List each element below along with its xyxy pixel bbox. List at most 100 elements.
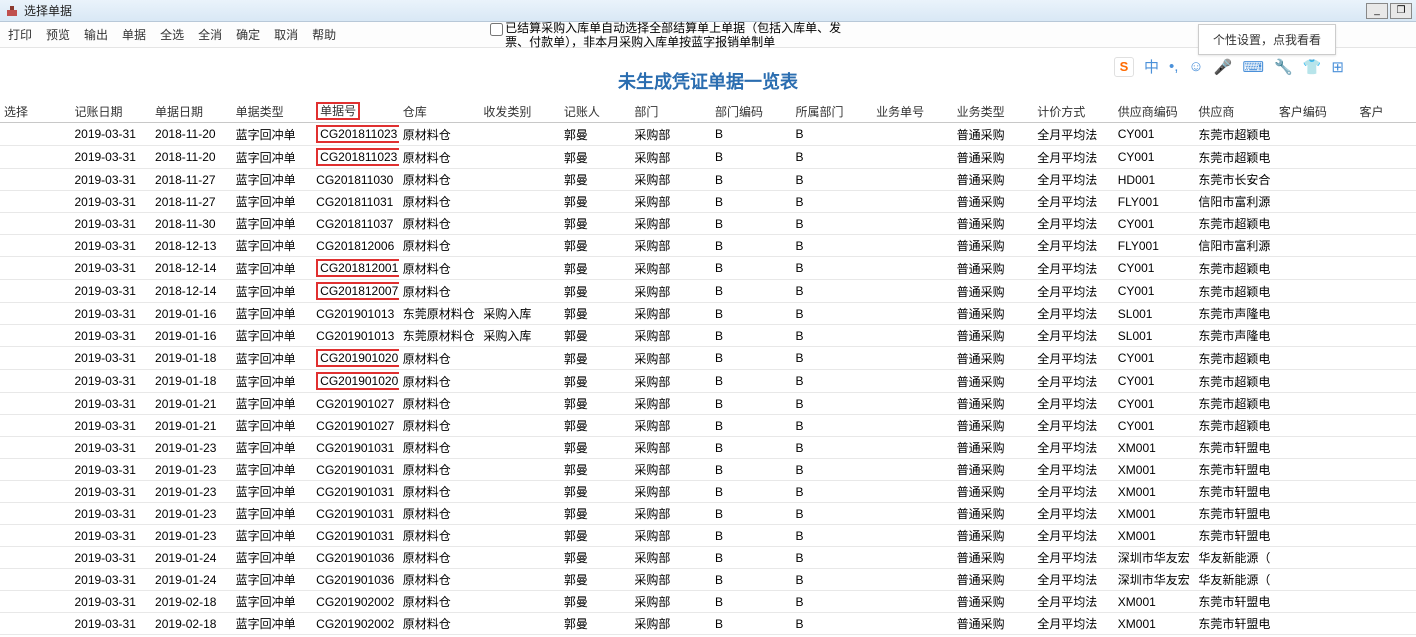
ime-icon[interactable]: ☺ — [1188, 58, 1203, 75]
cell: 郭曼 — [560, 437, 630, 459]
col-1[interactable]: 记账日期 — [70, 100, 151, 123]
cell: 采购部 — [630, 213, 711, 235]
table-row[interactable]: 2019-03-312019-01-24蓝字回冲单CG201901036原材料仓… — [0, 569, 1416, 591]
table-row[interactable]: 2019-03-312019-01-18蓝字回冲单CG201901020原材料仓… — [0, 347, 1416, 370]
toolbar-全选[interactable]: 全选 — [160, 26, 184, 43]
cell: 采购部 — [630, 591, 711, 613]
table-row[interactable]: 2019-03-312019-01-24蓝字回冲单CG201901036原材料仓… — [0, 547, 1416, 569]
cell: 蓝字回冲单 — [232, 146, 313, 169]
cell: 郭曼 — [560, 459, 630, 481]
cell: 2019-03-31 — [70, 481, 151, 503]
table-row[interactable]: 2019-03-312018-11-27蓝字回冲单CG201811030原材料仓… — [0, 169, 1416, 191]
cell: CG201901031 — [312, 481, 399, 503]
col-8[interactable]: 部门 — [630, 100, 711, 123]
sogou-icon[interactable]: S — [1114, 57, 1134, 77]
cell — [1275, 569, 1356, 591]
restore-button[interactable]: ❐ — [1390, 3, 1412, 19]
table-row[interactable]: 2019-03-312019-01-23蓝字回冲单CG201901031原材料仓… — [0, 481, 1416, 503]
cell: 蓝字回冲单 — [232, 303, 313, 325]
cell: 普通采购 — [953, 459, 1034, 481]
cell — [872, 347, 953, 370]
cell: B — [711, 591, 792, 613]
table-row[interactable]: 2019-03-312019-01-23蓝字回冲单CG201901031原材料仓… — [0, 503, 1416, 525]
ime-icon[interactable]: 🔧 — [1274, 58, 1293, 76]
col-11[interactable]: 业务单号 — [872, 100, 953, 123]
cell — [1355, 370, 1416, 393]
table-row[interactable]: 2019-03-312019-01-16蓝字回冲单CG201901013东莞原材… — [0, 325, 1416, 347]
table-row[interactable]: 2019-03-312019-01-21蓝字回冲单CG201901027原材料仓… — [0, 393, 1416, 415]
col-13[interactable]: 计价方式 — [1033, 100, 1114, 123]
table-row[interactable]: 2019-03-312019-01-18蓝字回冲单CG201901020原材料仓… — [0, 370, 1416, 393]
cell — [0, 459, 70, 481]
cell: 全月平均法 — [1033, 191, 1114, 213]
cell — [1275, 146, 1356, 169]
hint-banner[interactable]: 个性设置，点我看看 — [1198, 24, 1336, 55]
cell: B — [711, 213, 792, 235]
cell: 2018-12-13 — [151, 235, 232, 257]
toolbar-取消[interactable]: 取消 — [274, 26, 298, 43]
table-header-row: 选择记账日期单据日期单据类型单据号仓库收发类别记账人部门部门编码所属部门业务单号… — [0, 100, 1416, 123]
table-row[interactable]: 2019-03-312019-02-18蓝字回冲单CG201902002原材料仓… — [0, 613, 1416, 635]
col-2[interactable]: 单据日期 — [151, 100, 232, 123]
toolbar-确定[interactable]: 确定 — [236, 26, 260, 43]
table-row[interactable]: 2019-03-312018-11-27蓝字回冲单CG201811031原材料仓… — [0, 191, 1416, 213]
toolbar-全消[interactable]: 全消 — [198, 26, 222, 43]
minimize-button[interactable]: _ — [1366, 3, 1388, 19]
table-row[interactable]: 2019-03-312018-12-13蓝字回冲单CG201812006原材料仓… — [0, 235, 1416, 257]
col-6[interactable]: 收发类别 — [479, 100, 560, 123]
col-10[interactable]: 所属部门 — [792, 100, 873, 123]
toolbar-打印[interactable]: 打印 — [8, 26, 32, 43]
cell — [1275, 525, 1356, 547]
toolbar-预览[interactable]: 预览 — [46, 26, 70, 43]
cell: XM001 — [1114, 459, 1195, 481]
col-3[interactable]: 单据类型 — [232, 100, 313, 123]
cell: B — [711, 303, 792, 325]
ime-icon[interactable]: •, — [1169, 58, 1178, 75]
cell: CG201811037 — [312, 213, 399, 235]
col-4[interactable]: 单据号 — [312, 100, 399, 123]
table-row[interactable]: 2019-03-312018-11-20蓝字回冲单CG201811023原材料仓… — [0, 123, 1416, 146]
cell: 普通采购 — [953, 437, 1034, 459]
table-row[interactable]: 2019-03-312018-12-14蓝字回冲单CG201812007原材料仓… — [0, 280, 1416, 303]
cell: 东莞市超颖电 — [1194, 257, 1275, 280]
auto-select-checkbox[interactable]: 已结算采购入库单自动选择全部结算单上单据（包括入库单、发票、付款单），非本月采购… — [490, 21, 845, 49]
cell: 2019-03-31 — [70, 347, 151, 370]
cell — [872, 146, 953, 169]
ime-icon[interactable]: ⊞ — [1331, 58, 1344, 76]
table-row[interactable]: 2019-03-312018-11-30蓝字回冲单CG201811037原材料仓… — [0, 213, 1416, 235]
col-9[interactable]: 部门编码 — [711, 100, 792, 123]
col-12[interactable]: 业务类型 — [953, 100, 1034, 123]
table-row[interactable]: 2019-03-312019-01-23蓝字回冲单CG201901031原材料仓… — [0, 525, 1416, 547]
col-5[interactable]: 仓库 — [399, 100, 480, 123]
table-row[interactable]: 2019-03-312019-01-23蓝字回冲单CG201901031原材料仓… — [0, 437, 1416, 459]
ime-icon[interactable]: 👕 — [1303, 58, 1322, 76]
toolbar-单据[interactable]: 单据 — [122, 26, 146, 43]
cell: CY001 — [1114, 146, 1195, 169]
cell: 蓝字回冲单 — [232, 370, 313, 393]
cell — [1355, 347, 1416, 370]
col-14[interactable]: 供应商编码 — [1114, 100, 1195, 123]
toolbar-输出[interactable]: 输出 — [84, 26, 108, 43]
table-row[interactable]: 2019-03-312019-01-16蓝字回冲单CG201901013东莞原材… — [0, 303, 1416, 325]
col-17[interactable]: 客户 — [1355, 100, 1416, 123]
ime-icon[interactable]: 🎤 — [1214, 58, 1233, 76]
table-row[interactable]: 2019-03-312019-02-18蓝字回冲单CG201902002原材料仓… — [0, 591, 1416, 613]
toolbar-帮助[interactable]: 帮助 — [312, 26, 336, 43]
table-scroll[interactable]: 选择记账日期单据日期单据类型单据号仓库收发类别记账人部门部门编码所属部门业务单号… — [0, 100, 1416, 637]
cell: 全月平均法 — [1033, 123, 1114, 146]
cell: B — [792, 481, 873, 503]
table-row[interactable]: 2019-03-312019-01-23蓝字回冲单CG201901031原材料仓… — [0, 459, 1416, 481]
table-row[interactable]: 2019-03-312018-11-20蓝字回冲单CG201811023原材料仓… — [0, 146, 1416, 169]
table-row[interactable]: 2019-03-312019-01-21蓝字回冲单CG201901027原材料仓… — [0, 415, 1416, 437]
table-row[interactable]: 2019-03-312018-12-14蓝字回冲单CG201812001原材料仓… — [0, 257, 1416, 280]
cell — [479, 481, 560, 503]
cell: 蓝字回冲单 — [232, 257, 313, 280]
ime-icon[interactable]: ⌨ — [1242, 58, 1264, 76]
col-16[interactable]: 客户编码 — [1275, 100, 1356, 123]
cell: SL001 — [1114, 325, 1195, 347]
col-15[interactable]: 供应商 — [1194, 100, 1275, 123]
app-icon — [4, 3, 20, 19]
col-7[interactable]: 记账人 — [560, 100, 630, 123]
ime-icon[interactable]: 中 — [1144, 56, 1159, 77]
col-0[interactable]: 选择 — [0, 100, 70, 123]
